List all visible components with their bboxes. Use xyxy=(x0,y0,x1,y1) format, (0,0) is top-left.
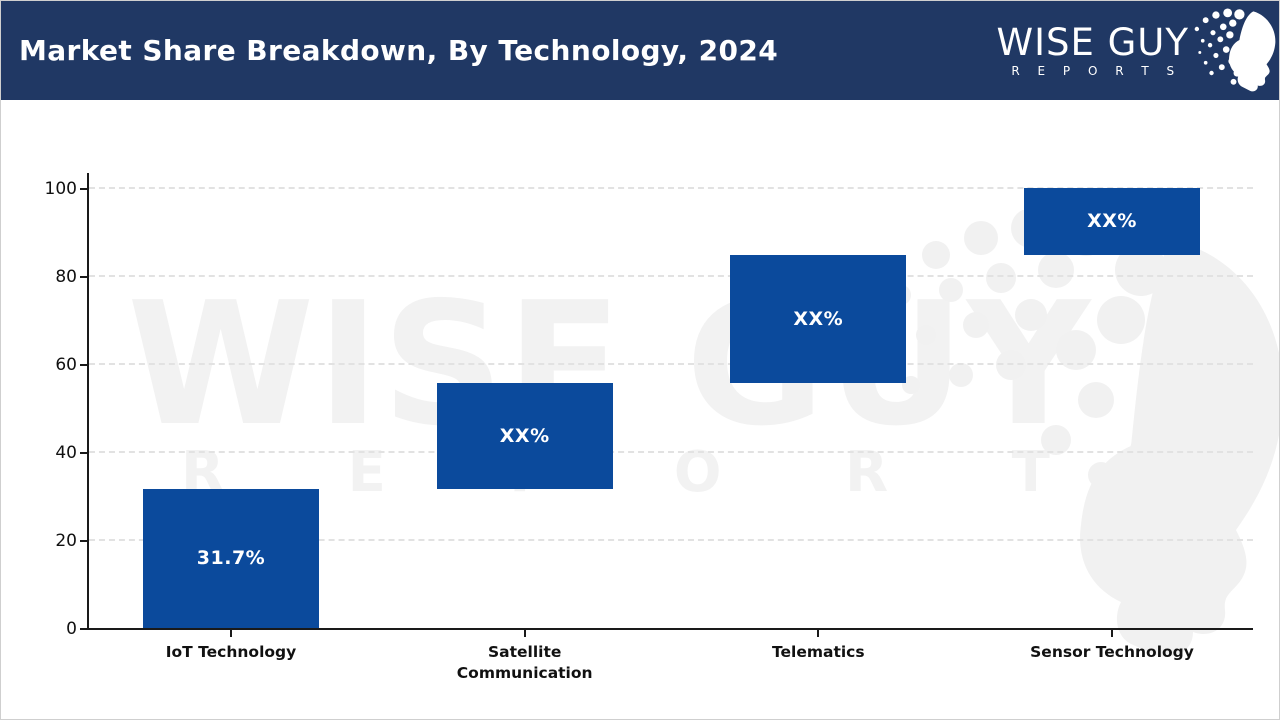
x-tick xyxy=(817,630,820,637)
gridline-60 xyxy=(89,363,1253,365)
watermark-face-dots xyxy=(873,210,1279,657)
y-tick-60 xyxy=(80,364,87,366)
chart-area: WISE GUY R E P O R T S 0 20 40 60 80 100 31.7%… xyxy=(1,100,1279,719)
y-tick-label: 80 xyxy=(55,267,77,287)
gridline-100 xyxy=(89,187,1253,189)
face-dots-icon xyxy=(1194,8,1276,92)
y-tick-100 xyxy=(80,188,87,190)
y-tick-label: 0 xyxy=(66,619,77,639)
category-label: Satellite Communication xyxy=(456,643,593,682)
logo-text-block: WISE GUY R E P O R T S xyxy=(997,24,1189,78)
gridline-20 xyxy=(89,539,1253,541)
y-tick-80 xyxy=(80,276,87,278)
bar-value-label: XX% xyxy=(793,307,844,330)
waterfall-bar: XX% xyxy=(1024,188,1200,255)
waterfall-bar: XX% xyxy=(730,254,907,383)
y-tick-label: 100 xyxy=(44,179,77,199)
watermark-tagline-text: R E P O R T S xyxy=(181,440,1266,505)
x-tick xyxy=(1111,630,1113,637)
category-label: IoT Technology xyxy=(165,643,297,661)
y-axis-line xyxy=(87,173,89,630)
x-tick xyxy=(523,630,526,637)
header-bar: Market Share Breakdown, By Technology, 2… xyxy=(1,1,1279,100)
y-tick-0 xyxy=(80,628,87,630)
y-tick-label: 20 xyxy=(55,531,77,551)
bar-value-label: XX% xyxy=(499,424,550,447)
y-tick-label: 40 xyxy=(55,443,77,463)
y-tick-label: 60 xyxy=(55,355,77,375)
bar-value-label: XX% xyxy=(1087,210,1137,233)
logo-tagline-text: R E P O R T S xyxy=(1011,64,1182,78)
wiseguy-logo: WISE GUY R E P O R T S xyxy=(997,6,1279,96)
logo-brand-text: WISE GUY xyxy=(996,21,1189,64)
y-tick-40 xyxy=(80,452,87,454)
chart-title: Market Share Breakdown, By Technology, 2… xyxy=(19,34,779,67)
category-label: Sensor Technology xyxy=(1030,643,1194,661)
x-axis-line xyxy=(87,628,1253,630)
waterfall-bar: 31.7% xyxy=(143,488,319,628)
gridline-40 xyxy=(89,451,1253,453)
waterfall-bar: XX% xyxy=(436,382,613,489)
category-label: Telematics xyxy=(771,643,865,661)
y-tick-20 xyxy=(80,540,87,542)
gridline-80 xyxy=(89,275,1253,277)
bar-value-label: 31.7% xyxy=(196,547,266,570)
x-tick xyxy=(230,630,232,637)
